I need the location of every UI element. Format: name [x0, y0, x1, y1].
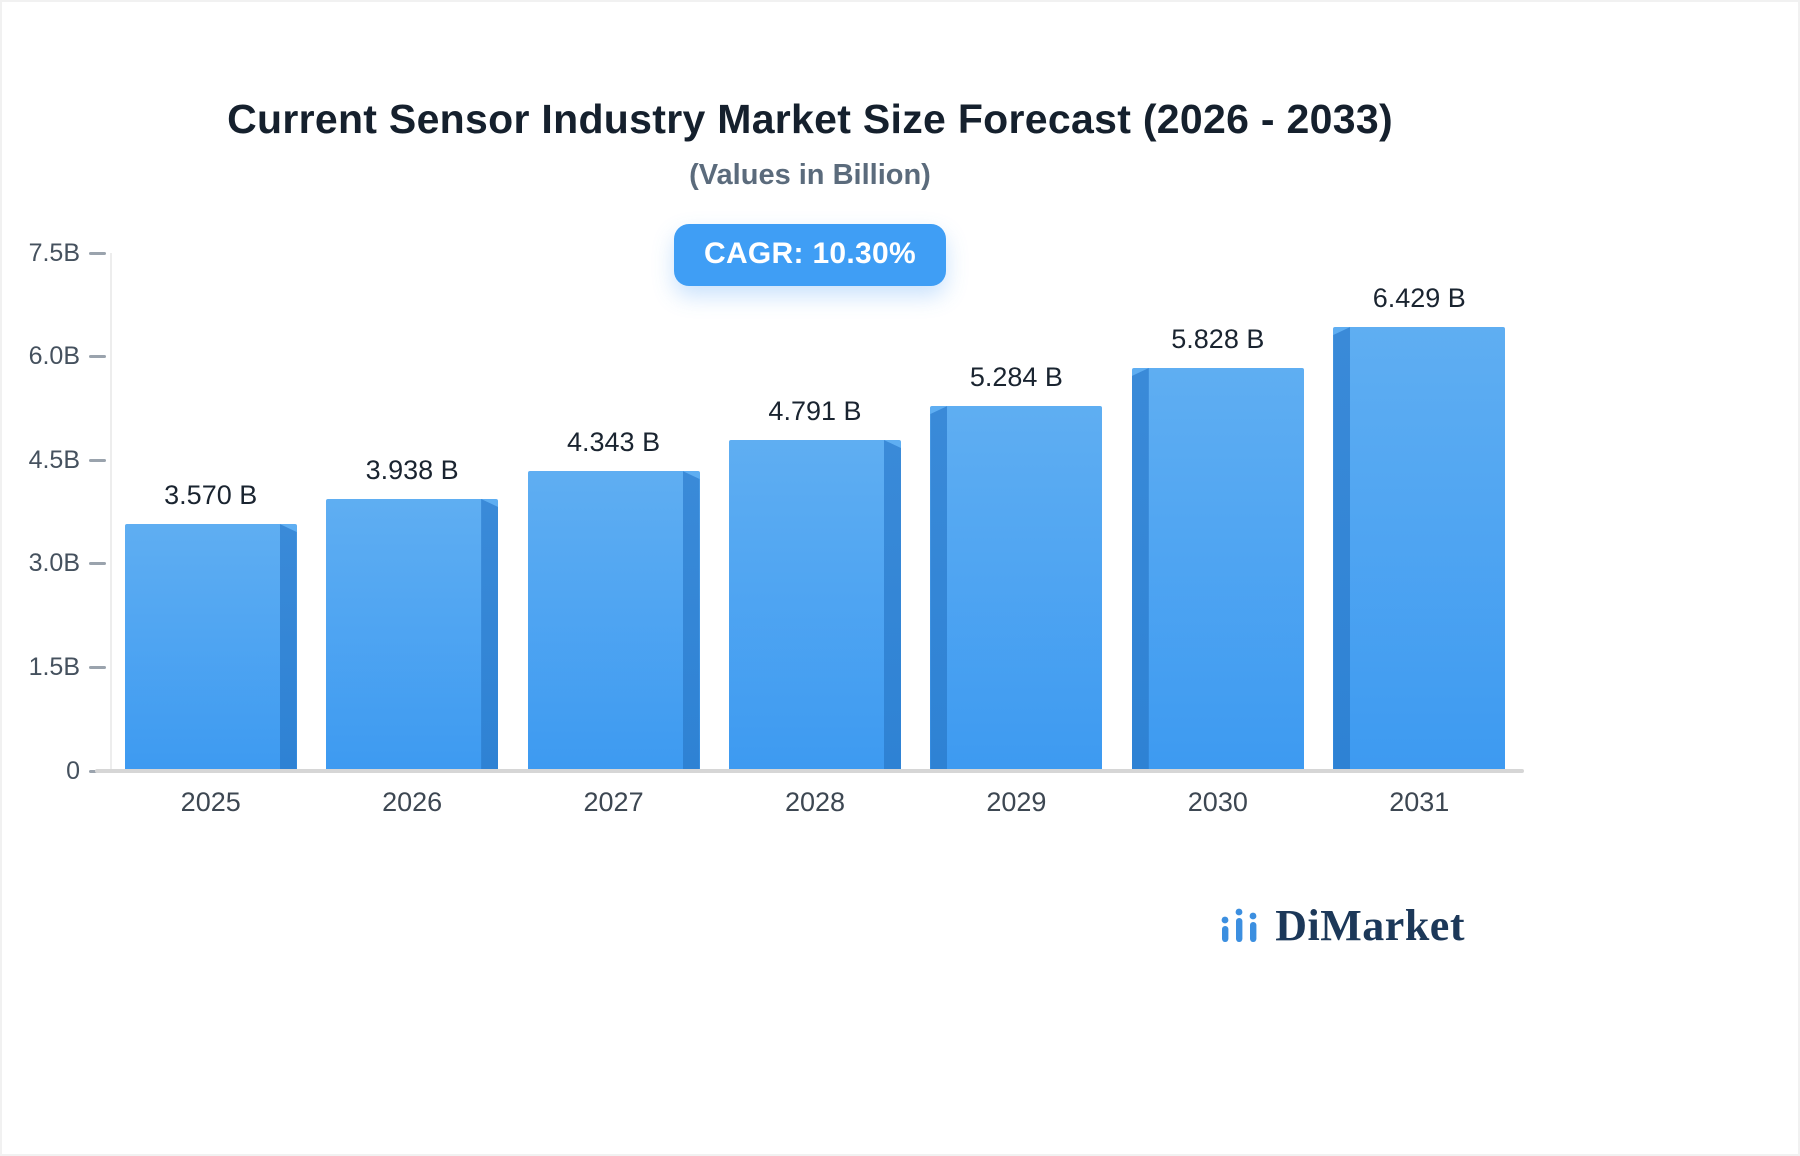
x-axis: 2025 2026 2027 2028 2029 2030 2031: [110, 787, 1520, 818]
brand-logo: DiMarket: [1217, 900, 1465, 951]
bar-slot: 3.570 B: [110, 253, 311, 771]
x-axis-label: 2029: [986, 787, 1047, 817]
chart-subtitle: (Values in Billion): [689, 159, 931, 191]
y-axis-tick-mark: [89, 562, 106, 566]
bar-value-label: 5.284 B: [969, 362, 1063, 392]
bar-value-label: 3.938 B: [365, 455, 459, 485]
x-axis-label: 2027: [583, 787, 644, 817]
bar-slot: 5.284 B: [916, 253, 1117, 771]
bar[interactable]: [124, 524, 297, 771]
bar[interactable]: [326, 499, 499, 771]
y-axis-tick: 7.5B: [29, 239, 106, 267]
bar-value-label: 3.570 B: [164, 480, 258, 510]
y-axis-line: [110, 253, 112, 771]
y-axis: 0 1.5B 3.0B 4.5B 6.0B 7.5B: [0, 239, 110, 785]
plot-area: 3.570 B 3.938 B 4.343 B 4.791 B 5.284 B 5.828…: [95, 253, 1524, 773]
bar-slot: 4.343 B: [513, 253, 714, 771]
y-axis-label: 6.0B: [28, 342, 80, 371]
bar-slot: 4.791 B: [714, 253, 915, 771]
y-axis-label: 4.5B: [28, 445, 80, 474]
x-axis-label: 2026: [382, 787, 443, 817]
y-axis-tick: 3.0B: [28, 549, 106, 578]
bar-value-label: 6.429 B: [1372, 283, 1466, 313]
y-axis-label: 3.0B: [28, 549, 80, 578]
chart-title: Current Sensor Industry Market Size Fore…: [227, 96, 1393, 142]
bar[interactable]: [728, 440, 901, 771]
bar-value-label: 4.343 B: [567, 427, 661, 457]
bar[interactable]: [930, 406, 1103, 771]
cagr-badge-row: CAGR: 10.30%: [0, 224, 1620, 286]
x-axis-line: [95, 769, 1524, 773]
dimarket-logo-icon: [1217, 900, 1263, 951]
y-axis-label: 7.5B: [28, 238, 80, 267]
y-axis-tick-mark: [89, 355, 106, 359]
cagr-badge: CAGR: 10.30%: [673, 224, 946, 286]
y-axis-tick: 1.5B: [29, 653, 106, 681]
y-axis-tick: 4.5B: [29, 446, 106, 474]
bar-value-label: 5.828 B: [1171, 324, 1265, 354]
y-axis-tick: 6.0B: [28, 342, 106, 371]
bar[interactable]: [1131, 368, 1304, 771]
bar-slot: 3.938 B: [311, 253, 512, 771]
bar-slot: 6.429 B: [1319, 253, 1520, 771]
bars: 3.570 B 3.938 B 4.343 B 4.791 B 5.284 B 5.828…: [110, 253, 1520, 771]
x-axis-label: 2025: [180, 787, 241, 817]
bar-slot: 5.828 B: [1117, 253, 1318, 771]
y-axis-tick-mark: [89, 251, 106, 255]
x-axis-label: 2031: [1389, 787, 1450, 817]
brand-name: DiMarket: [1275, 901, 1465, 950]
chart-header: Current Sensor Industry Market Size Fore…: [0, 0, 1620, 192]
x-axis-label: 2030: [1187, 787, 1248, 817]
bar[interactable]: [1333, 327, 1506, 771]
x-axis-label: 2028: [784, 787, 846, 817]
y-axis-tick-mark: [89, 665, 106, 669]
bar[interactable]: [527, 471, 700, 771]
y-axis-label: 1.5B: [28, 652, 80, 681]
y-axis-label: 0: [66, 756, 80, 785]
y-axis-tick-mark: [89, 458, 106, 462]
bar-value-label: 4.791 B: [768, 396, 862, 426]
